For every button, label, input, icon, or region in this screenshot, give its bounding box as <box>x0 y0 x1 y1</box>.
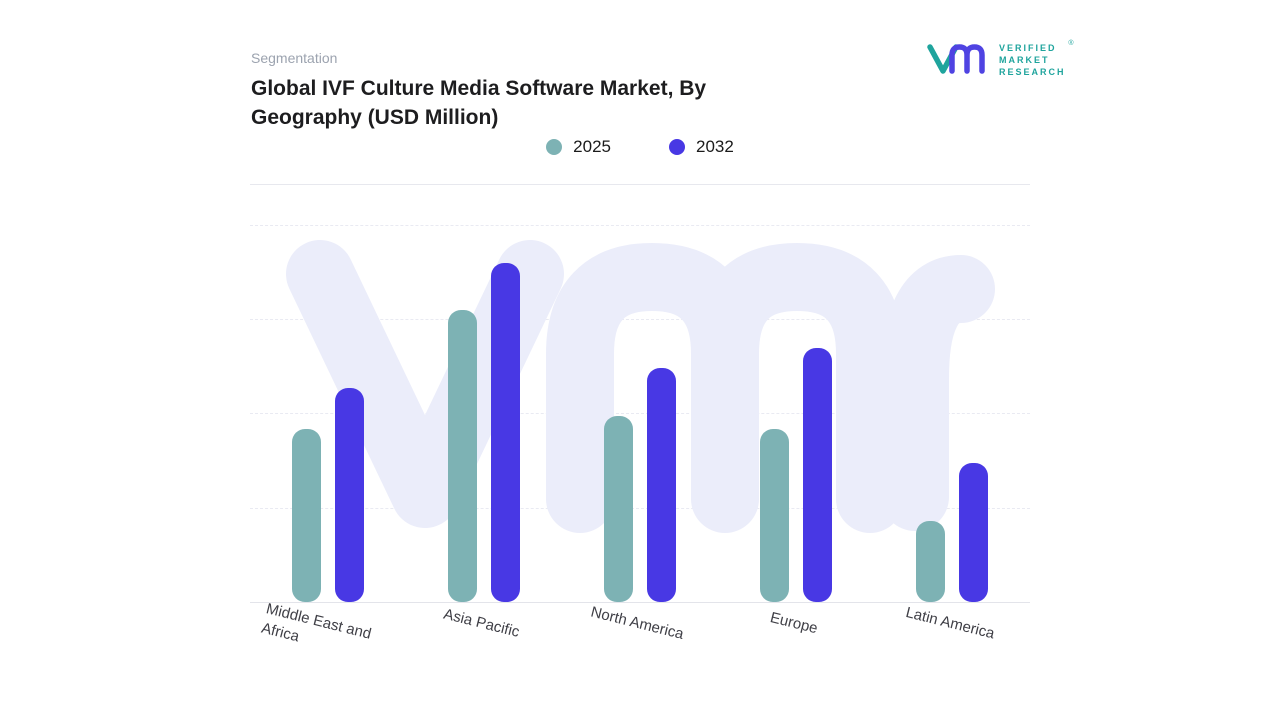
x-axis-label: Latin America <box>903 603 996 643</box>
x-axis-label: North America <box>589 603 686 643</box>
gridline <box>250 225 1030 226</box>
chart-title: Global IVF Culture Media Software Market… <box>251 77 707 129</box>
brand-wordmark: VERIFIED MARKET RESEARCH ® <box>999 40 1074 78</box>
registered-trademark: ® <box>1068 40 1074 47</box>
bar-2025-middle-east-and-africa[interactable] <box>292 429 321 602</box>
bar-group <box>292 388 364 602</box>
brand-line-1: VERIFIED <box>999 43 1057 53</box>
chart-bars <box>250 225 1030 602</box>
legend-item-2025[interactable]: 2025 <box>546 137 611 157</box>
legend: 2025 2032 <box>250 137 1030 157</box>
x-axis-label: Middle East and Africa <box>259 600 373 646</box>
bar-2032-north-america[interactable] <box>647 368 676 602</box>
legend-label-2032: 2032 <box>696 137 734 156</box>
x-axis-labels: Middle East and Africa Asia Pacific North … <box>250 600 1030 654</box>
bar-group <box>916 463 988 602</box>
gridline <box>250 413 1030 414</box>
bar-2025-latin-america[interactable] <box>916 521 945 602</box>
bar-2032-europe[interactable] <box>803 348 832 602</box>
bar-2025-north-america[interactable] <box>604 416 633 602</box>
legend-swatch-2032-icon <box>669 139 685 155</box>
bar-2025-asia-pacific[interactable] <box>448 310 477 602</box>
section-label: Segmentation <box>251 50 338 66</box>
bar-2032-latin-america[interactable] <box>959 463 988 602</box>
legend-swatch-2025-icon <box>546 139 563 155</box>
bar-2032-middle-east-and-africa[interactable] <box>335 388 364 602</box>
bar-group <box>604 368 676 602</box>
x-axis-label: Asia Pacific <box>442 605 522 641</box>
gridline <box>250 319 1030 320</box>
bar-group <box>760 348 832 602</box>
brand-line-3: RESEARCH <box>999 67 1066 77</box>
bar-2025-europe[interactable] <box>760 429 789 602</box>
plot-area <box>250 225 1030 603</box>
x-axis-label: Europe <box>768 609 820 638</box>
legend-item-2032[interactable]: 2032 <box>669 137 734 157</box>
brand-line-2: MARKET <box>999 55 1050 65</box>
vmr-logo: VERIFIED MARKET RESEARCH ® <box>924 38 1074 83</box>
bar-group <box>448 263 520 602</box>
legend-label-2025: 2025 <box>573 137 611 156</box>
vmr-monogram-icon <box>924 38 990 83</box>
gridline <box>250 508 1030 509</box>
header-divider <box>250 184 1030 185</box>
bar-2032-asia-pacific[interactable] <box>491 263 520 602</box>
